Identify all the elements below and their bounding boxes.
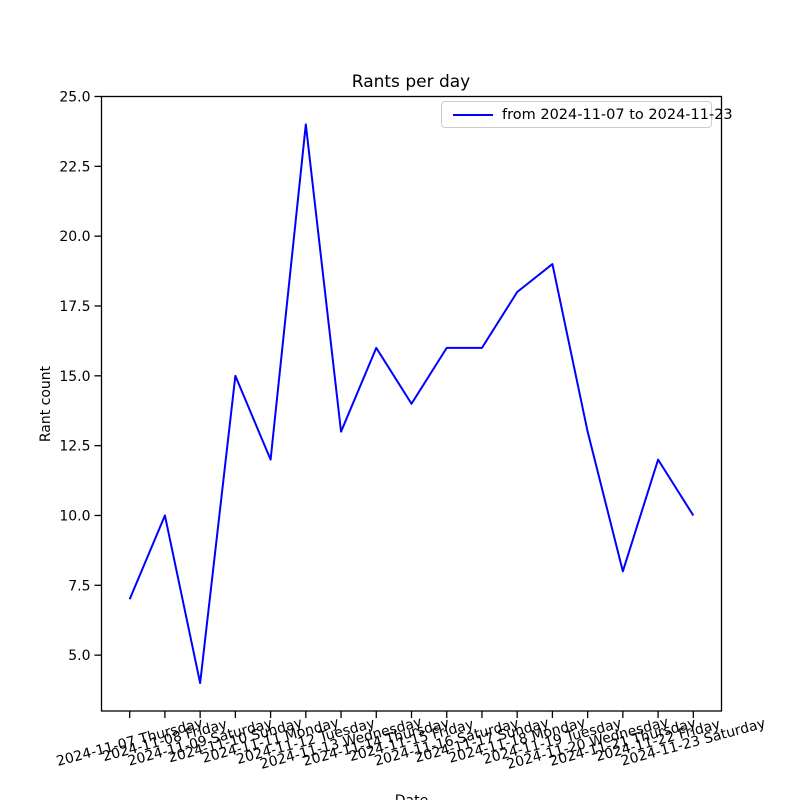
y-axis-tick-label: 7.5 bbox=[68, 578, 90, 594]
legend-label: from 2024-11-07 to 2024-11-23 bbox=[502, 106, 733, 123]
x-axis-label: Date bbox=[395, 793, 428, 800]
y-axis-tick-label: 25.0 bbox=[59, 90, 90, 106]
y-axis-tick-label: 20.0 bbox=[59, 229, 90, 245]
y-axis-tick-label: 5.0 bbox=[68, 648, 90, 664]
y-axis-tick-label: 12.5 bbox=[59, 439, 90, 455]
y-axis-tick-label: 22.5 bbox=[59, 159, 90, 175]
legend-line-sample-icon bbox=[453, 113, 493, 116]
chart-title: Rants per day bbox=[351, 72, 471, 92]
legend: from 2024-11-07 to 2024-11-23 bbox=[441, 101, 733, 128]
y-axis-tick-label: 15.0 bbox=[59, 369, 90, 385]
y-axis-tick-label: 10.0 bbox=[59, 508, 90, 524]
y-axis-tick-label: 17.5 bbox=[59, 299, 90, 315]
data-line bbox=[128, 123, 695, 685]
